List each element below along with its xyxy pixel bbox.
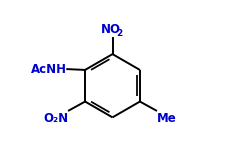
Text: 2: 2: [117, 29, 123, 38]
Text: Me: Me: [157, 112, 177, 125]
Text: O₂N: O₂N: [43, 112, 69, 125]
Text: AcNH: AcNH: [30, 63, 66, 76]
Text: NO: NO: [101, 23, 121, 36]
